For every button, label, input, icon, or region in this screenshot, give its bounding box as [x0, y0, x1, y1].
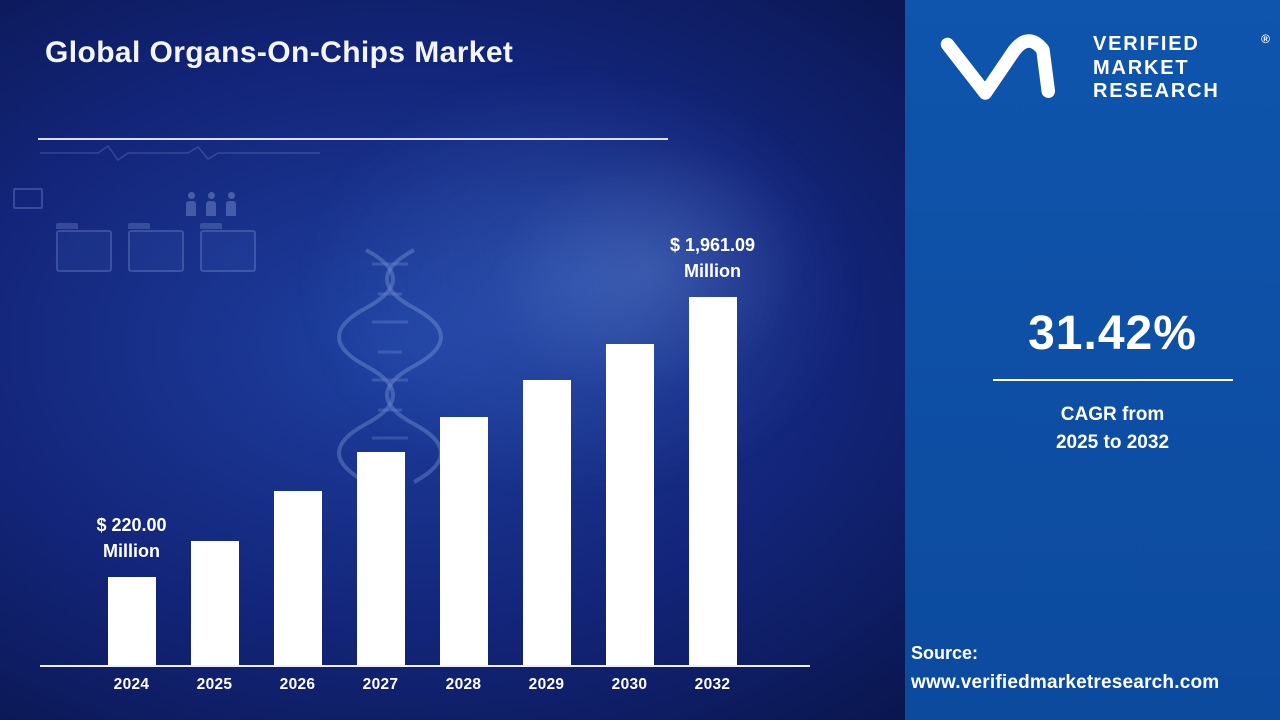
bar-value-label: $ 220.00 Million — [96, 514, 167, 561]
bar — [605, 344, 654, 665]
people-icons-row — [186, 192, 236, 216]
info-panel: VERIFIED MARKET RESEARCH ® 31.42% CAGR f… — [905, 0, 1280, 720]
bar-group: 2025 — [173, 220, 256, 693]
bar — [107, 577, 156, 665]
bar-group: 2026 — [256, 220, 339, 693]
source-block: Source: www.verifiedmarketresearch.com — [911, 643, 1219, 694]
source-url: www.verifiedmarketresearch.com — [911, 672, 1220, 693]
bar-group: 2030 — [588, 220, 671, 693]
bar-chart: $ 220.00 Million 2024 2025 2026 2027 2028 2029 2… — [90, 220, 756, 693]
brand-line-2: MARKET — [1093, 56, 1190, 79]
x-axis-tick-label: 2026 — [279, 676, 316, 693]
bar-group: $ 1,961.09 Million 2032 — [669, 220, 756, 693]
x-axis-line — [40, 665, 810, 667]
bar — [688, 297, 737, 665]
cagr-label-line2: 2025 to 2032 — [1055, 431, 1170, 453]
person-icon — [186, 192, 196, 216]
bar-group: $ 220.00 Million 2024 — [90, 220, 173, 693]
bar — [522, 380, 571, 665]
bar-group: 2028 — [422, 220, 505, 693]
monitor-icon — [13, 188, 43, 209]
x-axis-tick-label: 2029 — [528, 676, 565, 693]
folder-icon — [128, 223, 184, 272]
vm-monogram-icon — [940, 34, 1056, 100]
bar-group: 2027 — [339, 220, 422, 693]
cagr-label-line1: CAGR from — [1060, 404, 1165, 425]
chart-panel: Global Organs-On-Chips Market $ 220.00 Mi… — [0, 0, 905, 720]
cagr-block: 31.42% CAGR from 2025 to 2032 — [945, 306, 1280, 456]
title-underline — [38, 138, 668, 140]
bar — [190, 541, 239, 665]
bar-value-label: $ 1,961.09 Million — [669, 234, 756, 281]
source-label: Source: — [911, 643, 979, 663]
x-axis-tick-label: 2028 — [445, 676, 482, 693]
bar — [356, 452, 405, 665]
x-axis-tick-label: 2025 — [196, 676, 233, 693]
folder-icons-row — [56, 223, 256, 272]
x-axis-tick-label: 2030 — [611, 676, 648, 693]
page-title: Global Organs-On-Chips Market — [45, 36, 514, 69]
vmr-logo: VERIFIED MARKET RESEARCH ® — [931, 30, 1270, 104]
folder-icon — [56, 223, 112, 272]
folder-icon — [200, 223, 256, 272]
person-icon — [226, 192, 236, 216]
x-axis-tick-label: 2027 — [362, 676, 399, 693]
person-icon — [206, 192, 216, 216]
cagr-divider — [992, 379, 1233, 381]
bar — [273, 491, 322, 665]
x-axis-tick-label: 2032 — [694, 676, 731, 693]
bar — [439, 417, 488, 665]
brand-line-3: RESEARCH — [1093, 80, 1220, 103]
bar-group: 2029 — [505, 220, 588, 693]
ecg-line-icon — [40, 144, 320, 162]
x-axis-tick-label: 2024 — [113, 676, 150, 693]
brand-name: VERIFIED MARKET RESEARCH — [1093, 30, 1220, 104]
brand-line-1: VERIFIED — [1093, 33, 1200, 55]
registered-trademark-icon: ® — [1261, 32, 1270, 46]
cagr-value: 31.42% — [1028, 307, 1197, 360]
